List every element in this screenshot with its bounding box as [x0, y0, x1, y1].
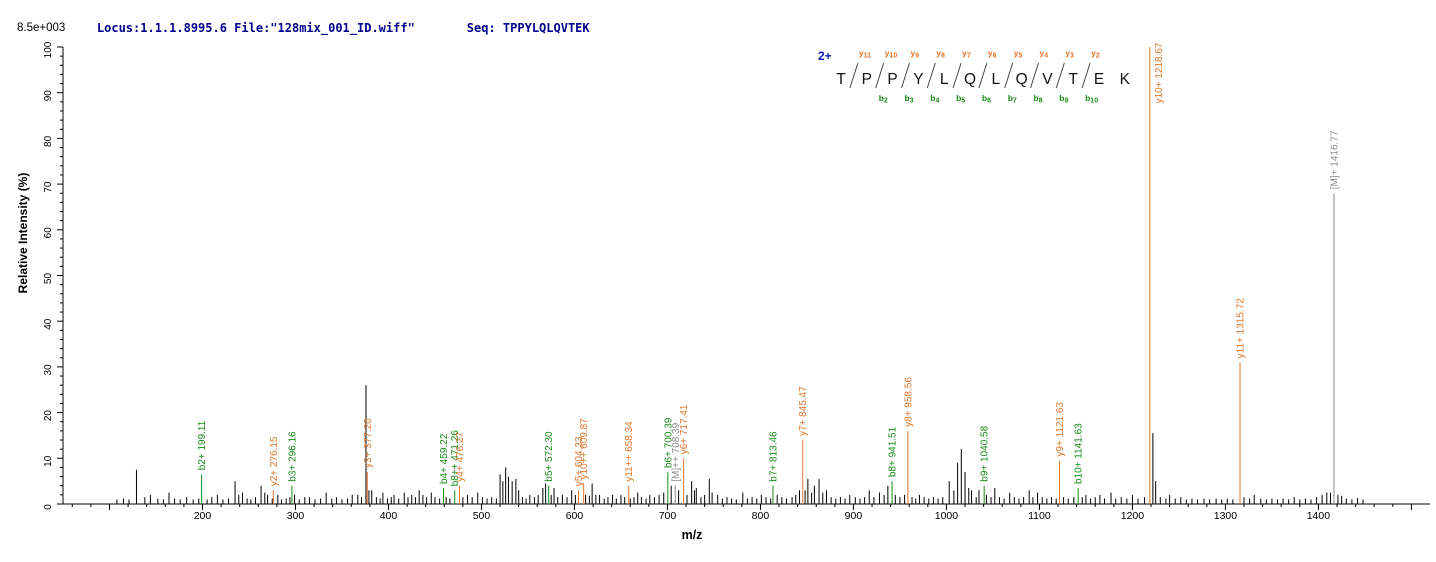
fragment-peak-label: y11+ 1315.72	[1236, 298, 1247, 359]
b-ion-label: b7	[1008, 93, 1017, 105]
fragment-peak-label: y10++ 609.87	[579, 418, 590, 480]
fragmentation-slash	[952, 62, 962, 89]
y-tick-label: 60	[43, 227, 54, 239]
fragmentation-slash	[1004, 62, 1014, 89]
x-tick-label: 700	[659, 510, 677, 522]
fragmentation-slash	[1081, 62, 1091, 89]
b-ion-label: b8	[1034, 93, 1043, 105]
x-tick-label: 600	[566, 510, 584, 522]
sequence-label: Seq: TPPYLQLQVTEK	[466, 21, 590, 35]
x-tick-label: 400	[380, 510, 398, 522]
residue-letter: Q	[1016, 71, 1028, 88]
charge-state-label: 2+	[818, 49, 832, 63]
y-ion-label: y3	[1065, 48, 1074, 60]
x-axis-title: m/z	[682, 528, 703, 542]
fragment-peak-label: b6+ 700.39	[663, 417, 674, 468]
x-tick-label: 1000	[935, 510, 959, 522]
y-ion-label: y2	[1091, 48, 1100, 60]
b-ion-label: b5	[956, 93, 965, 105]
residue-letter: P	[862, 71, 872, 88]
y-ion-label: y4	[1040, 48, 1049, 60]
x-tick-label: 1400	[1307, 510, 1331, 522]
y-tick-label: 70	[43, 181, 54, 193]
y-ion-label: y11	[859, 48, 871, 60]
residue-letter: K	[1120, 71, 1131, 88]
fragment-peak-label: y7+ 845.47	[798, 386, 809, 436]
fragment-peak-label: b9+ 1040.58	[980, 425, 991, 481]
x-tick-label: 800	[752, 510, 770, 522]
fragment-peak-label: b3+ 296.16	[287, 431, 298, 482]
fragmentation-slash	[926, 62, 936, 89]
fragment-peak-label: y9+ 1121.63	[1055, 402, 1066, 457]
y-tick-label: 20	[43, 410, 54, 422]
fragment-peak-label: b8+ 941.51	[888, 426, 899, 477]
residue-letter: T	[1068, 71, 1078, 88]
residue-letter: L	[940, 71, 949, 88]
fragmentation-slash	[978, 62, 988, 89]
y-ion-label: y6	[988, 48, 997, 60]
y-tick-label: 30	[43, 364, 54, 376]
b-ion-label: b10	[1085, 93, 1098, 105]
fragmentation-slash	[1055, 62, 1065, 89]
y-ion-label: y10	[885, 48, 898, 60]
fragment-peak-label: b2+ 199.11	[197, 420, 208, 470]
residue-letter: E	[1094, 71, 1104, 88]
fragment-peak-label: y6+ 717.41	[679, 404, 690, 454]
y-ion-label: y5	[1014, 48, 1023, 60]
y-tick-label: 50	[43, 273, 54, 285]
x-tick-label: 300	[287, 510, 305, 522]
y-tick-label: 80	[43, 135, 54, 147]
residue-letter: T	[836, 71, 846, 88]
y-tick-label: 0	[43, 504, 54, 510]
residue-letter: Q	[964, 71, 976, 88]
fragmentation-slash	[1030, 62, 1039, 89]
locus-file-label: Locus:1.1.1.8995.6 File:"128mix_001_ID.w…	[96, 21, 415, 35]
fragment-peak-label: y10+ 1218.67	[1154, 42, 1165, 103]
fragment-peak-label: b7+ 813.46	[768, 431, 779, 482]
max-intensity-label: 8.5e+003	[17, 22, 66, 34]
fragment-peak-label: y2+ 276.15	[269, 436, 280, 486]
fragmentation-slash	[901, 62, 910, 89]
fragment-peak-label: y8+ 958.56	[903, 377, 914, 427]
x-tick-label: 1200	[1121, 510, 1145, 522]
fragment-peak-label: [M]+ 1416.77	[1330, 130, 1341, 189]
x-tick-label: 1300	[1214, 510, 1238, 522]
fragment-peak-label: [M]++ 708.39	[671, 422, 682, 481]
residue-letter: P	[887, 71, 897, 88]
y-tick-label: 40	[43, 318, 54, 330]
b-ion-label: b6	[982, 93, 991, 105]
fragment-peak-label: y3+ 377.20	[363, 418, 374, 468]
b-ion-label: b3	[905, 93, 914, 105]
y-tick-label: 10	[43, 455, 54, 467]
fragment-peak-label: b8++ 471.26	[450, 430, 461, 487]
fragmentation-slash	[875, 62, 885, 89]
fragment-peak-label: b4+ 459.22	[439, 433, 450, 484]
y-tick-label: 100	[43, 41, 54, 58]
y-axis-title: Relative Intensity (%)	[16, 173, 30, 294]
b-ion-label: b2	[879, 93, 888, 105]
fragment-peak-label: y11++ 658.34	[624, 421, 635, 482]
x-tick-label: 500	[473, 510, 491, 522]
x-tick-label: 200	[194, 510, 212, 522]
fragment-peak-label: y4+ 476.27	[455, 432, 466, 482]
residue-letter: V	[1042, 71, 1053, 88]
fragment-peak-label: b10+ 1141.63	[1074, 423, 1085, 484]
fragment-peak-label: b5+ 572.30	[544, 431, 555, 482]
residue-letter: Y	[913, 71, 923, 88]
fragment-peak-label: y5+ 604.33	[574, 436, 585, 486]
fragmentation-slash	[849, 62, 859, 89]
header-bar: Locus:1.1.1.8995.6 File:"128mix_001_ID.w…	[68, 7, 590, 49]
y-tick-label: 90	[43, 90, 54, 102]
b-ion-label: b4	[930, 93, 939, 105]
b-ion-label: b9	[1059, 93, 1068, 105]
y-ion-label: y7	[962, 48, 971, 60]
x-tick-label: 900	[845, 510, 863, 522]
y-ion-label: y8	[936, 48, 945, 60]
residue-letter: L	[991, 71, 1000, 88]
y-ion-label: y9	[911, 48, 920, 60]
x-tick-label: 1100	[1028, 510, 1051, 522]
